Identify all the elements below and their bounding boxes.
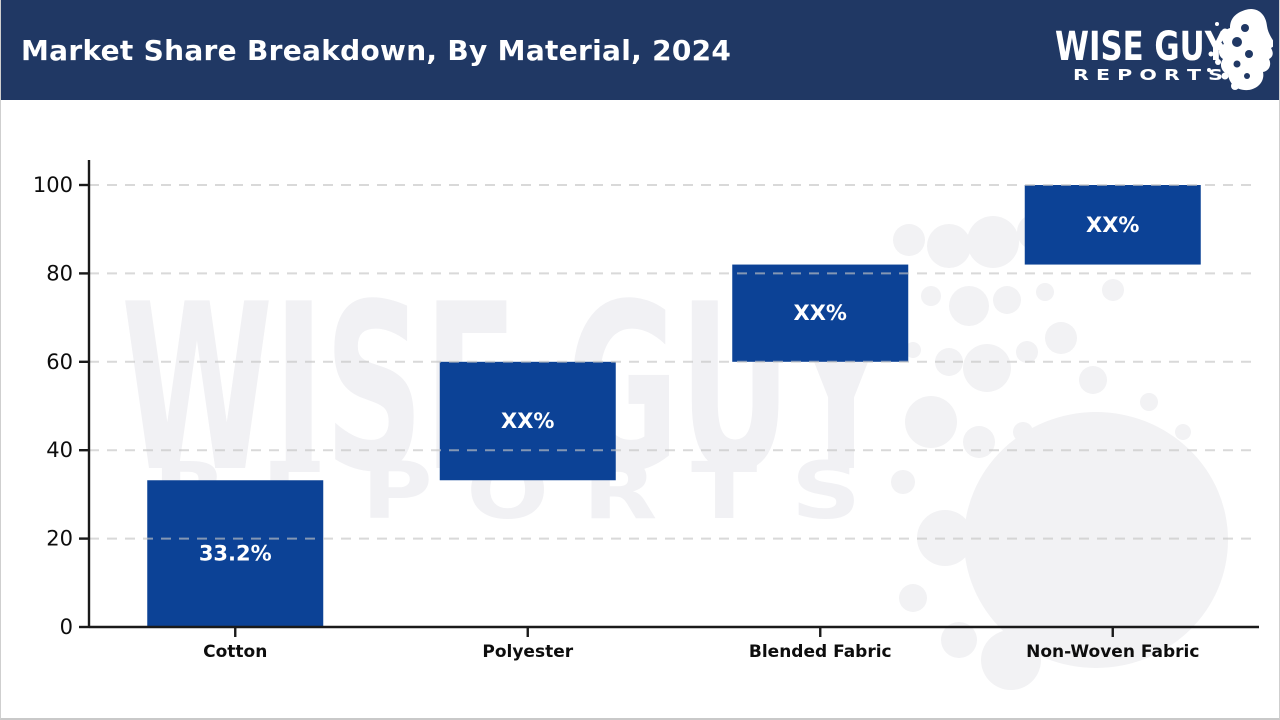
y-tick-label-100: 100	[33, 173, 73, 197]
bar-value-label-2: XX%	[794, 301, 847, 325]
y-tick-label-0: 0	[60, 615, 73, 639]
bar-value-label-1: XX%	[501, 409, 554, 433]
brand-head-icon	[1207, 9, 1273, 91]
bar-non-woven-fabric	[1024, 185, 1201, 265]
x-tick-label-0: Cotton	[203, 642, 267, 662]
brand-logo: WISE GUY R E P O R T S	[1055, 9, 1273, 91]
bar-cotton	[147, 480, 324, 627]
bar-value-label-0: 33.2%	[199, 542, 272, 566]
x-tick-label-3: Non-Woven Fabric	[1026, 642, 1199, 662]
x-tick-label-2: Blended Fabric	[749, 642, 892, 662]
y-tick-label-40: 40	[46, 438, 73, 462]
header-bar: Market Share Breakdown, By Material, 202…	[1, 0, 1279, 100]
brand-subtitle-text: R E P O R T S	[1073, 66, 1223, 84]
bar-polyester	[439, 361, 616, 481]
y-tick-label-20: 20	[46, 527, 73, 551]
y-tick-label-60: 60	[46, 350, 73, 374]
brand-name-text: WISE GUY	[1055, 24, 1228, 70]
chart-area: WISE GUY R E P O R T S 0 20	[1, 100, 1279, 718]
bar-value-label-3: XX%	[1086, 213, 1139, 237]
y-tick-label-80: 80	[46, 261, 73, 285]
bar-blended-fabric	[732, 264, 909, 362]
x-tick-label-1: Polyester	[482, 642, 573, 662]
page-title: Market Share Breakdown, By Material, 202…	[21, 33, 732, 67]
waterfall-chart: 0 20 40 60 80 100 Cotton Polyester Blended Fabri…	[33, 160, 1259, 662]
